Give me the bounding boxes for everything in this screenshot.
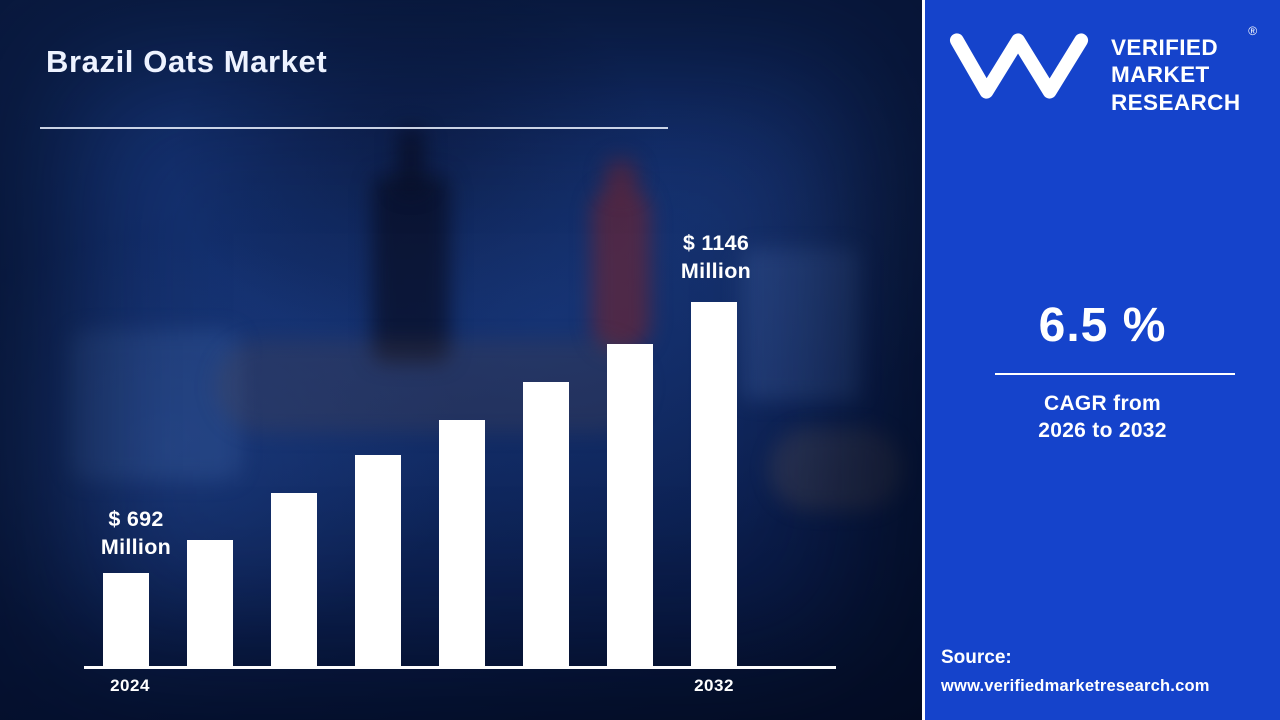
bar	[271, 493, 317, 666]
first-bar-unit: Million	[100, 535, 172, 559]
brand-name: ® VERIFIED MARKET RESEARCH	[1111, 24, 1257, 116]
last-bar-value-label: $ 1146 Million	[640, 229, 792, 285]
bar	[691, 302, 737, 666]
cagr-divider	[995, 373, 1235, 375]
x-tick-2024: 2024	[110, 676, 150, 695]
source-url[interactable]: www.verifiedmarketresearch.com	[941, 677, 1210, 695]
cagr-value: 6.5 %	[1038, 299, 1167, 352]
bar	[187, 540, 233, 666]
chart-section: Brazil Oats Market $ 692 Million $ 1146 …	[0, 0, 922, 720]
bar	[523, 382, 569, 666]
page-title: Brazil Oats Market	[46, 44, 328, 79]
cagr-caption-line2: 2026 to 2032	[1038, 419, 1167, 442]
bar	[439, 420, 485, 666]
bar-series	[103, 302, 737, 666]
cagr-caption: CAGR from 2026 to 2032	[925, 390, 1280, 444]
brand-line-market: MARKET	[1111, 62, 1210, 88]
x-tick-2032: 2032	[694, 676, 734, 695]
title-underline	[40, 127, 668, 129]
last-bar-unit: Million	[680, 259, 752, 283]
bar	[607, 344, 653, 666]
brand-line-research: RESEARCH	[1111, 89, 1241, 115]
bar	[355, 455, 401, 666]
registered-trademark: ®	[1248, 24, 1258, 38]
source-block: Source: www.verifiedmarketresearch.com	[941, 647, 1210, 696]
last-bar-value: $ 1146	[682, 231, 750, 255]
vmr-logo: ® VERIFIED MARKET RESEARCH	[947, 24, 1257, 116]
cagr-caption-line1: CAGR from	[1043, 392, 1162, 415]
bar-chart: $ 692 Million $ 1146 Million 2024 2032	[60, 229, 836, 695]
x-axis-line	[84, 666, 836, 669]
first-bar-value: $ 692	[108, 507, 164, 531]
vmr-monogram-icon	[949, 33, 1089, 99]
brand-line-verified: VERIFIED	[1111, 35, 1218, 60]
info-panel: ® VERIFIED MARKET RESEARCH 6.5 % CAGR fr…	[922, 0, 1280, 720]
first-bar-value-label: $ 692 Million	[60, 505, 212, 561]
source-label: Source:	[941, 647, 1012, 668]
bar	[103, 573, 149, 666]
